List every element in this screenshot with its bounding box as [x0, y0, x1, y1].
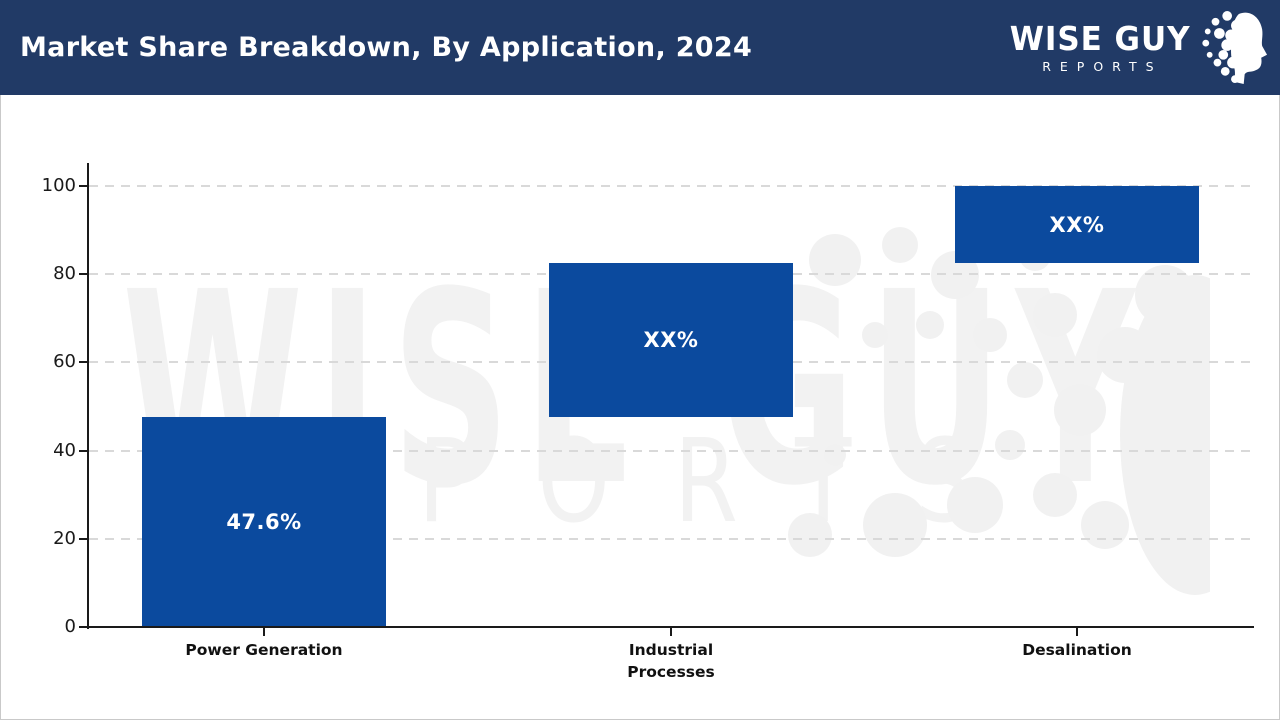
bar-segment: 47.6%: [142, 417, 386, 627]
y-tick-mark: [79, 185, 87, 187]
y-tick-mark: [79, 537, 87, 540]
bar-value-label: 47.6%: [226, 510, 302, 535]
y-gridline: [89, 537, 1257, 540]
wiseguy-head-icon: [1202, 10, 1268, 84]
y-gridline: [89, 449, 1257, 452]
watermark-head-dots: [788, 215, 1210, 595]
header-band: Market Share Breakdown, By Application, …: [0, 0, 1280, 95]
y-tick-label: 40: [53, 439, 76, 461]
y-tick-label: 100: [41, 175, 76, 196]
bar-segment: XX%: [549, 263, 793, 418]
x-category-label: Industrial Processes: [627, 641, 715, 681]
x-category-label: Desalination: [1022, 641, 1132, 659]
y-tick-mark: [79, 626, 87, 628]
wiseguy-logo-name: WISE GUY: [1009, 18, 1191, 58]
x-axis-line: [87, 626, 1254, 628]
page-title: Market Share Breakdown, By Application, …: [20, 32, 753, 63]
x-tick-mark: [670, 628, 672, 636]
y-tick-mark: [79, 361, 87, 364]
y-tick-label: 20: [53, 527, 76, 549]
x-category-label: Power Generation: [185, 641, 343, 659]
y-tick-label: 0: [64, 616, 76, 637]
wiseguy-logo: WISE GUY REPORTS: [1004, 6, 1268, 90]
y-tick-mark: [79, 273, 87, 276]
bar-value-label: XX%: [643, 328, 699, 353]
x-tick-mark: [1076, 628, 1078, 636]
bar-segment: XX%: [955, 186, 1199, 264]
wiseguy-logo-sub: REPORTS: [1042, 58, 1163, 74]
y-tick-label: 80: [53, 263, 76, 285]
y-tick-label: 60: [53, 351, 76, 373]
y-gridline: [89, 185, 1257, 187]
x-tick-mark: [263, 628, 265, 636]
wiseguy-logo-text: WISE GUY REPORTS: [1004, 22, 1196, 74]
bar-value-label: XX%: [1049, 212, 1105, 237]
y-axis-line: [87, 163, 89, 629]
y-tick-mark: [79, 449, 87, 452]
